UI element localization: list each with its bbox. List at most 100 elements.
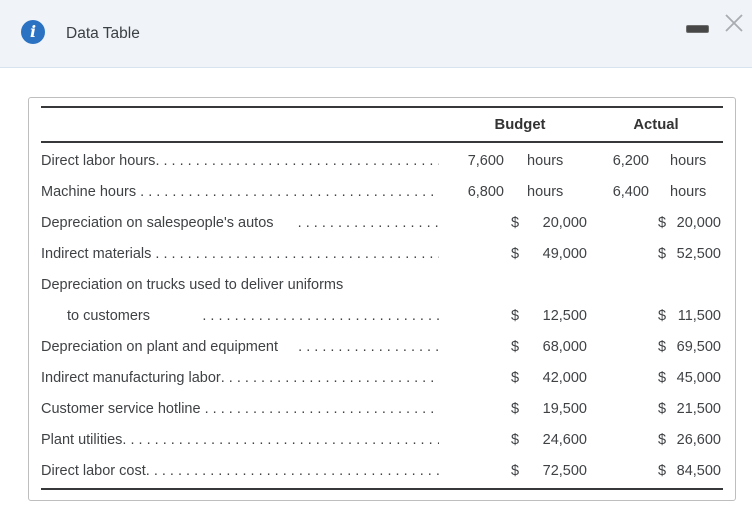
actual-currency: $ [658, 214, 667, 231]
dot-leader: . . . . . . . . . . . . . . . . . . . . … [220, 369, 439, 386]
column-header-budget: Budget [494, 116, 546, 133]
row-label: Direct labor hours [41, 152, 156, 169]
budget-cell: $ 42,000 [451, 370, 589, 386]
budget-amount: 20,000 [542, 214, 587, 231]
actual-cell: $ 20,000 [589, 215, 723, 231]
budget-currency: $ [511, 431, 520, 448]
row-label: Machine hours [41, 183, 137, 200]
row-label: Plant utilities [41, 431, 123, 448]
row-label: Customer service hotline [41, 400, 201, 417]
actual-amount: 45,000 [676, 369, 721, 386]
actual-amount: 84,500 [676, 462, 721, 479]
dot-leader: . . . . . . . . . . . . . . . . . . . . … [204, 400, 439, 417]
row-label: Indirect materials [41, 245, 152, 262]
table-header-row: Budget Actual [41, 108, 723, 141]
budget-amount: 49,000 [542, 245, 587, 262]
actual-currency: $ [658, 245, 667, 262]
actual-cell: 6,400 hours [589, 184, 723, 200]
actual-amount: 21,500 [676, 400, 721, 417]
table-row: Indirect materials . . . . . . . . . . .… [41, 238, 723, 269]
budget-currency: $ [511, 214, 520, 231]
budget-cell: 7,600 hours [451, 153, 589, 169]
data-table-panel: Budget Actual Direct labor hours . . . .… [28, 97, 736, 501]
table-row: Machine hours . . . . . . . . . . . . . … [41, 176, 723, 207]
budget-currency: $ [511, 307, 520, 324]
actual-amount: 69,500 [676, 338, 721, 355]
budget-currency: $ [511, 400, 520, 417]
budget-value: 6,800 [467, 183, 504, 200]
dot-leader: . . . . . . . . . . . . . . . . . . . . … [140, 183, 439, 200]
budget-currency: $ [511, 369, 520, 386]
actual-cell: $ 45,000 [589, 370, 723, 386]
dot-leader: . . . . . . . . . . . . . . . . . . . . … [155, 245, 439, 262]
table-row: Direct labor hours . . . . . . . . . . .… [41, 145, 723, 176]
table-row: Depreciation on salespeople's autos . . … [41, 207, 723, 238]
actual-currency: $ [658, 400, 667, 417]
budget-cell: $ 19,500 [451, 401, 589, 417]
row-label: Depreciation on trucks used to deliver u… [41, 276, 344, 293]
table-row: Plant utilities . . . . . . . . . . . . … [41, 424, 723, 455]
budget-amount: 12,500 [542, 307, 587, 324]
actual-amount: 11,500 [677, 307, 721, 324]
actual-unit: hours [670, 152, 707, 169]
budget-currency: $ [511, 338, 520, 355]
table-row: Customer service hotline . . . . . . . .… [41, 393, 723, 424]
row-label: Depreciation on salespeople's autos [41, 214, 274, 231]
budget-cell: $ 49,000 [451, 246, 589, 262]
actual-amount: 52,500 [676, 245, 721, 262]
actual-currency: $ [658, 462, 667, 479]
dot-leader: . . . . . . . . . . . . . . . . . . . . … [155, 152, 439, 169]
budget-cell: $ 12,500 [451, 308, 589, 324]
actual-currency: $ [658, 307, 667, 324]
actual-amount: 26,600 [676, 431, 721, 448]
actual-currency: $ [658, 338, 667, 355]
close-button[interactable] [720, 9, 748, 37]
dot-leader: . . . . . . . . . . . . . . . . . . . . … [298, 338, 439, 355]
dot-leader: . . . . . . . . . . . . . . . . . . . . … [122, 431, 439, 448]
budget-amount: 19,500 [542, 400, 587, 417]
actual-value: 6,200 [612, 152, 649, 169]
actual-unit: hours [670, 183, 707, 200]
budget-currency: $ [511, 462, 520, 479]
column-header-actual: Actual [633, 116, 679, 133]
actual-cell: $ 11,500 [589, 308, 723, 324]
table-bottom-rule [41, 488, 723, 490]
table-row: Depreciation on trucks used to deliver u… [41, 269, 723, 300]
window-title: Data Table [66, 25, 140, 42]
actual-currency: $ [658, 431, 667, 448]
budget-cell: $ 68,000 [451, 339, 589, 355]
table-top-rule [41, 106, 723, 108]
actual-amount: 20,000 [676, 214, 721, 231]
budget-cell: $ 72,500 [451, 463, 589, 479]
actual-cell: $ 26,600 [589, 432, 723, 448]
table-body: Direct labor hours . . . . . . . . . . .… [41, 145, 723, 486]
actual-currency: $ [658, 369, 667, 386]
actual-value: 6,400 [612, 183, 649, 200]
table-row: Indirect manufacturing labor . . . . . .… [41, 362, 723, 393]
row-label: Indirect manufacturing labor [41, 369, 221, 386]
dot-leader: . . . . . . . . . . . . . . . . . . . . … [297, 214, 439, 231]
table-row: Direct labor cost . . . . . . . . . . . … [41, 455, 723, 486]
table-row: Depreciation on plant and equipment . . … [41, 331, 723, 362]
dot-leader: . . . . . . . . . . . . . . . . . . . . … [145, 462, 439, 479]
budget-value: 7,600 [467, 152, 504, 169]
budget-amount: 68,000 [542, 338, 587, 355]
minimize-button[interactable] [686, 25, 709, 33]
budget-amount: 24,600 [542, 431, 587, 448]
budget-cell: $ 24,600 [451, 432, 589, 448]
budget-unit: hours [527, 183, 564, 200]
title-bar: i Data Table [0, 0, 752, 68]
table-row: to customers . . . . . . . . . . . . . .… [41, 300, 723, 331]
actual-cell: 6,200 hours [589, 153, 723, 169]
row-label: Direct labor cost [41, 462, 146, 479]
actual-cell: $ 69,500 [589, 339, 723, 355]
dot-leader: . . . . . . . . . . . . . . . . . . . . … [202, 307, 439, 324]
info-icon: i [21, 20, 45, 44]
budget-cell: 6,800 hours [451, 184, 589, 200]
actual-cell: $ 52,500 [589, 246, 723, 262]
table-header-rule [41, 141, 723, 143]
budget-amount: 72,500 [542, 462, 587, 479]
budget-unit: hours [527, 152, 564, 169]
row-label: to customers [67, 307, 150, 324]
